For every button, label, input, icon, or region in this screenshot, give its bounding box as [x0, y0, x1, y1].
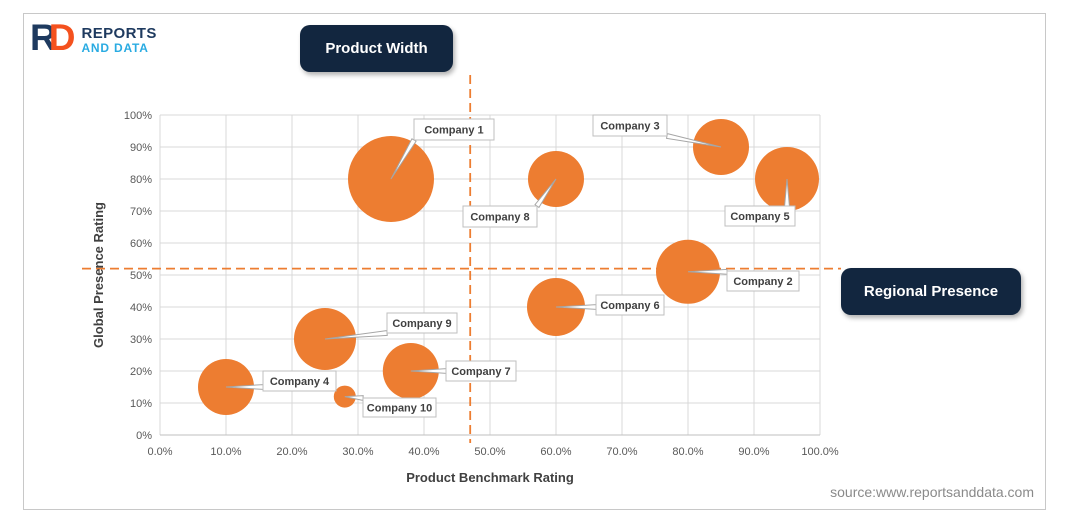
label-text-company-4: Company 4 [270, 376, 330, 388]
x-axis-title: Product Benchmark Rating [406, 470, 574, 485]
y-tick-label: 100% [124, 110, 152, 122]
y-axis-title: Global Presence Rating [91, 202, 106, 348]
label-text-company-5: Company 5 [730, 211, 789, 223]
y-tick-label: 90% [130, 142, 152, 154]
x-tick-label: 10.0% [210, 446, 241, 458]
y-tick-label: 30% [130, 334, 152, 346]
label-text-company-6: Company 6 [600, 300, 659, 312]
x-tick-label: 30.0% [342, 446, 373, 458]
brand-name-line2: AND DATA [81, 40, 149, 55]
source-attribution: source:www.reportsanddata.com [830, 484, 1034, 500]
label-box-company-4 [262, 370, 337, 392]
label-box-company-3 [592, 114, 668, 137]
label-text-company-1: Company 1 [424, 125, 483, 137]
label-text-company-8: Company 8 [470, 212, 529, 224]
y-tick-label: 70% [130, 206, 152, 218]
x-tick-label: 20.0% [276, 446, 307, 458]
label-box-company-6 [595, 294, 665, 316]
label-box-company-5 [724, 205, 796, 227]
label-box-company-7 [445, 360, 517, 382]
y-tick-label: 20% [130, 366, 152, 378]
x-tick-label: 80.0% [672, 446, 703, 458]
y-tick-label: 50% [130, 270, 152, 282]
y-tick-label: 80% [130, 174, 152, 186]
x-tick-label: 100.0% [801, 446, 839, 458]
label-text-company-9: Company 9 [392, 318, 451, 330]
x-tick-label: 70.0% [606, 446, 637, 458]
y-tick-label: 40% [130, 302, 152, 314]
x-tick-label: 60.0% [540, 446, 571, 458]
x-tick-label: 90.0% [738, 446, 769, 458]
figure-border [23, 13, 1046, 510]
x-tick-label: 0.0% [147, 446, 172, 458]
label-box-company-1 [413, 118, 495, 141]
brand-name-line1: REPORTS [81, 25, 157, 42]
y-tick-label: 0% [136, 430, 152, 442]
brand-logo: RD REPORTS AND DATA [30, 19, 157, 56]
regional-presence-callout-label: Regional Presence [863, 283, 999, 300]
label-box-company-10 [362, 397, 437, 418]
label-text-company-2: Company 2 [733, 276, 792, 288]
regional-presence-callout: Regional Presence [841, 268, 1021, 315]
x-tick-label: 50.0% [474, 446, 505, 458]
y-tick-label: 60% [130, 238, 152, 250]
y-tick-label: 10% [130, 398, 152, 410]
label-text-company-7: Company 7 [451, 366, 510, 378]
label-box-company-8 [462, 205, 538, 228]
brand-logo-text: REPORTS AND DATA [81, 22, 156, 54]
label-text-company-3: Company 3 [600, 121, 659, 133]
product-width-callout: Product Width [300, 25, 453, 72]
label-box-company-9 [386, 312, 458, 334]
x-tick-label: 40.0% [408, 446, 439, 458]
label-box-company-2 [726, 270, 800, 292]
label-text-company-10: Company 10 [367, 403, 432, 415]
product-width-callout-label: Product Width [325, 40, 428, 57]
